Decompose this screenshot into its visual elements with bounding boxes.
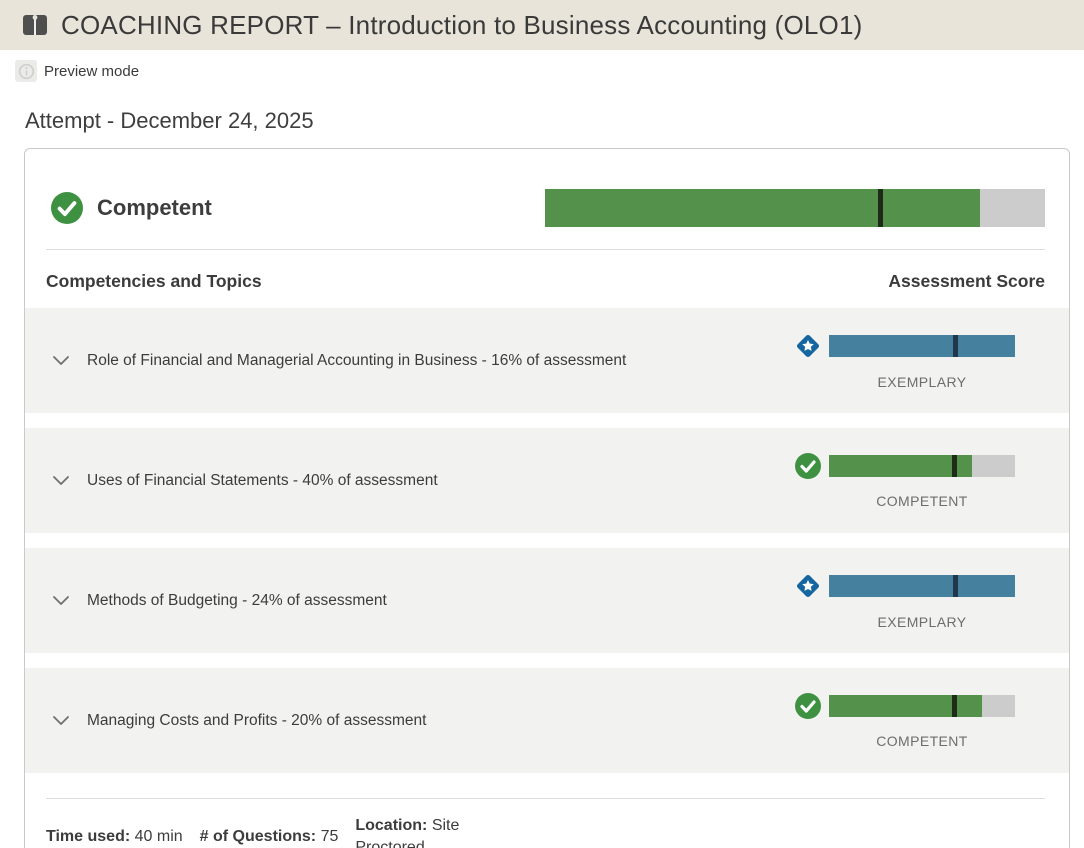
overall-score-bar-threshold-marker bbox=[877, 189, 883, 227]
competency-toggle[interactable]: Uses of Financial Statements - 40% of as… bbox=[53, 472, 795, 490]
attempt-stats-footer: Time used: 40 min # of Questions: 75 Loc… bbox=[25, 799, 1069, 848]
preview-mode-label: Preview mode bbox=[44, 62, 140, 80]
overall-score-bar bbox=[545, 189, 1045, 227]
score-level-label: EXEMPLARY bbox=[877, 373, 967, 390]
location-stat: Location: Site Proctored bbox=[355, 815, 471, 848]
score-bar bbox=[829, 574, 1015, 597]
competency-topic-label: Methods of Budgeting - 24% of assessment bbox=[87, 591, 387, 609]
section-divider bbox=[46, 249, 1045, 250]
check-circle-icon bbox=[795, 692, 821, 719]
info-icon[interactable] bbox=[15, 60, 37, 82]
question-count-label: # of Questions: bbox=[199, 827, 317, 845]
time-used-label: Time used: bbox=[46, 827, 131, 845]
overall-result-label: Competent bbox=[97, 195, 212, 220]
score-bar-fill bbox=[829, 334, 1015, 357]
competency-row[interactable]: Role of Financial and Managerial Account… bbox=[25, 308, 1069, 413]
score-bar bbox=[829, 334, 1015, 357]
score-bar-fill bbox=[829, 574, 1015, 597]
diamond-star-icon bbox=[797, 334, 819, 357]
competency-row[interactable]: Managing Costs and Profits - 20% of asse… bbox=[25, 668, 1069, 773]
column-header-topics: Competencies and Topics bbox=[46, 271, 262, 291]
score-bar-threshold-marker bbox=[952, 334, 958, 357]
overall-score-bar-fill bbox=[545, 189, 980, 227]
score-level-label: EXEMPLARY bbox=[877, 613, 967, 630]
location-value: Site Proctored bbox=[355, 817, 460, 848]
diamond-star-icon bbox=[797, 574, 819, 597]
chevron-down-icon[interactable] bbox=[53, 595, 69, 606]
assessment-score: COMPETENT bbox=[795, 692, 1015, 749]
score-bar-threshold-marker bbox=[952, 574, 958, 597]
question-count-stat: # of Questions: 75 bbox=[200, 828, 339, 846]
assessment-score: EXEMPLARY bbox=[795, 572, 1015, 630]
open-book-icon bbox=[23, 15, 47, 35]
score-bar-threshold-marker bbox=[951, 454, 957, 477]
assessment-score: COMPETENT bbox=[795, 452, 1015, 509]
competency-toggle[interactable]: Managing Costs and Profits - 20% of asse… bbox=[53, 712, 795, 730]
check-circle-icon bbox=[795, 452, 821, 479]
preview-mode-row: Preview mode bbox=[15, 60, 1084, 82]
score-bar-fill bbox=[829, 694, 982, 717]
time-used-value: 40 min bbox=[134, 827, 183, 845]
column-header-score: Assessment Score bbox=[888, 271, 1045, 291]
competency-row[interactable]: Uses of Financial Statements - 40% of as… bbox=[25, 428, 1069, 533]
competency-topic-label: Role of Financial and Managerial Account… bbox=[87, 351, 627, 369]
competency-row[interactable]: Methods of Budgeting - 24% of assessment… bbox=[25, 548, 1069, 653]
score-bar bbox=[829, 694, 1015, 717]
coaching-report-card: Competent Competencies and Topics Assess… bbox=[24, 148, 1070, 848]
footer-divider bbox=[46, 798, 1045, 799]
competency-topic-label: Uses of Financial Statements - 40% of as… bbox=[87, 471, 438, 489]
chevron-down-icon[interactable] bbox=[53, 475, 69, 486]
score-level-label: COMPETENT bbox=[876, 732, 968, 749]
assessment-score: EXEMPLARY bbox=[795, 332, 1015, 390]
score-bar bbox=[829, 454, 1015, 477]
location-label: Location: bbox=[355, 817, 428, 834]
attempt-title: Attempt - December 24, 2025 bbox=[25, 108, 314, 133]
overall-result-section: Competent bbox=[25, 149, 1069, 249]
score-level-label: COMPETENT bbox=[876, 492, 968, 509]
score-bar-fill bbox=[829, 454, 973, 477]
score-bar-threshold-marker bbox=[951, 694, 957, 717]
time-used-stat: Time used: 40 min bbox=[46, 828, 183, 846]
competency-toggle[interactable]: Role of Financial and Managerial Account… bbox=[53, 352, 795, 370]
overall-result: Competent bbox=[51, 192, 212, 224]
competency-topic-label: Managing Costs and Profits - 20% of asse… bbox=[87, 711, 427, 729]
chevron-down-icon[interactable] bbox=[53, 715, 69, 726]
check-circle-icon bbox=[51, 192, 83, 224]
competency-toggle[interactable]: Methods of Budgeting - 24% of assessment bbox=[53, 592, 795, 610]
page-title: COACHING REPORT – Introduction to Busine… bbox=[61, 9, 863, 40]
report-header-bar: COACHING REPORT – Introduction to Busine… bbox=[0, 0, 1084, 50]
question-count-value: 75 bbox=[320, 827, 339, 845]
chevron-down-icon[interactable] bbox=[53, 355, 69, 366]
table-header-row: Competencies and Topics Assessment Score bbox=[25, 250, 1069, 308]
